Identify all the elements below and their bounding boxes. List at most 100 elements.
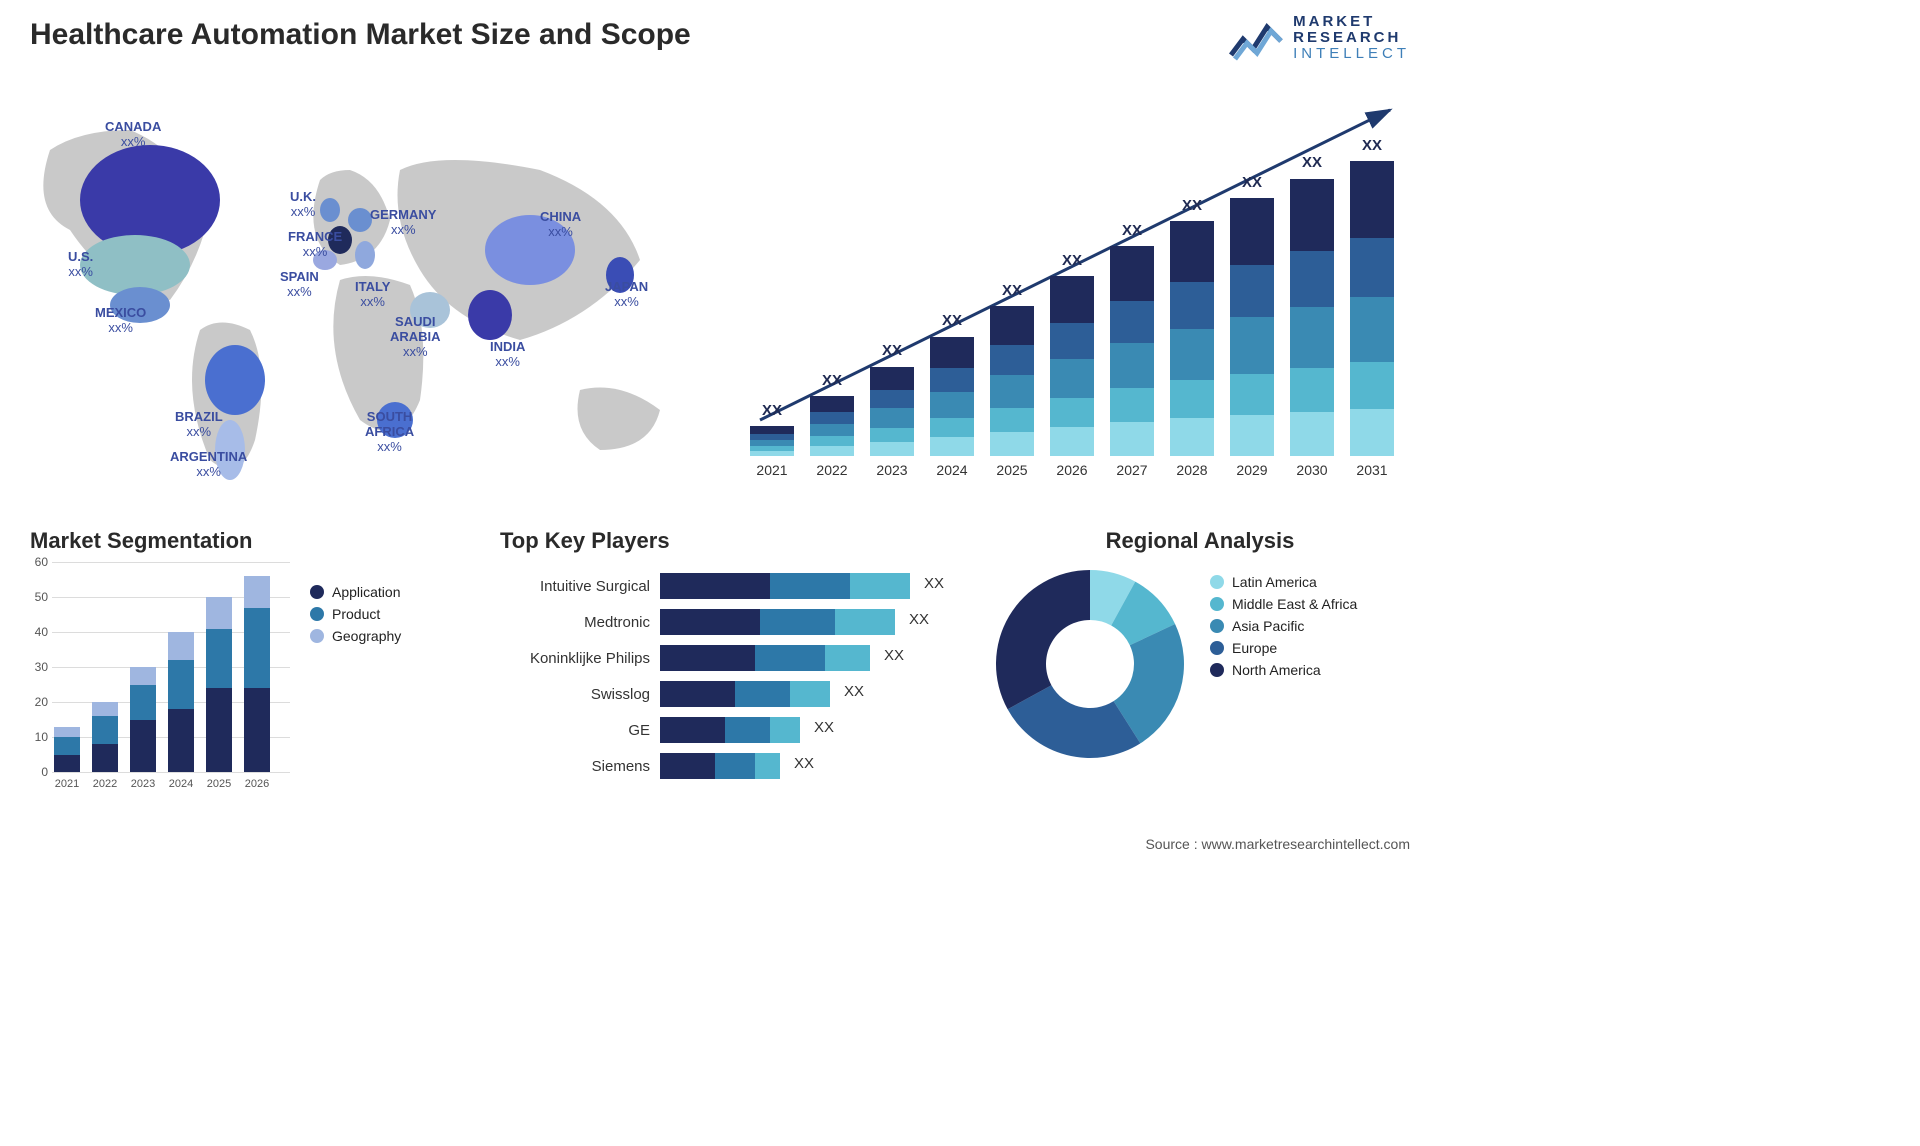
seg-year: 2026 bbox=[237, 778, 277, 790]
key-player-name: GE bbox=[500, 722, 660, 739]
seg-segment bbox=[206, 688, 232, 772]
regional-title: Regional Analysis bbox=[990, 528, 1410, 554]
map-label: U.S.xx% bbox=[68, 250, 93, 280]
main-bar-year: 2023 bbox=[862, 462, 922, 478]
main-bar-column: 2028XX bbox=[1170, 221, 1214, 456]
main-bar-segment bbox=[1230, 374, 1274, 415]
legend-label: Middle East & Africa bbox=[1232, 596, 1357, 612]
key-player-segment bbox=[660, 573, 770, 599]
regional-legend-item: Europe bbox=[1210, 640, 1357, 656]
logo-line2: RESEARCH bbox=[1293, 30, 1410, 46]
main-bar-segment bbox=[990, 408, 1034, 432]
main-bar-column: 2021XX bbox=[750, 426, 794, 456]
legend-label: Application bbox=[332, 584, 401, 600]
main-bar-value: XX bbox=[862, 342, 922, 359]
main-bar-segment bbox=[1110, 422, 1154, 456]
key-player-segment bbox=[660, 681, 735, 707]
seg-ytick: 50 bbox=[30, 590, 48, 604]
map-label: MEXICOxx% bbox=[95, 306, 146, 336]
main-bar-segment bbox=[870, 442, 914, 456]
key-player-segment bbox=[715, 753, 755, 779]
main-bar-year: 2021 bbox=[742, 462, 802, 478]
main-bar-segment bbox=[1350, 238, 1394, 297]
seg-segment bbox=[168, 660, 194, 709]
legend-label: Latin America bbox=[1232, 574, 1317, 590]
main-bar-value: XX bbox=[922, 312, 982, 329]
seg-segment bbox=[244, 576, 270, 608]
main-bar-segment bbox=[1350, 297, 1394, 362]
key-player-bar: XX bbox=[660, 681, 920, 707]
key-player-segment bbox=[835, 609, 895, 635]
main-bar-year: 2028 bbox=[1162, 462, 1222, 478]
regional-legend-item: Asia Pacific bbox=[1210, 618, 1357, 634]
seg-segment bbox=[130, 685, 156, 720]
main-bar-segment bbox=[870, 428, 914, 442]
main-bar-segment bbox=[1230, 198, 1274, 265]
key-player-name: Medtronic bbox=[500, 614, 660, 631]
key-player-segment bbox=[770, 573, 850, 599]
key-player-segment bbox=[725, 717, 770, 743]
key-player-row: Intuitive SurgicalXX bbox=[500, 568, 980, 604]
main-bar-segment bbox=[810, 436, 854, 446]
main-bar-value: XX bbox=[1342, 137, 1402, 154]
legend-label: Asia Pacific bbox=[1232, 618, 1304, 634]
key-player-segment bbox=[660, 717, 725, 743]
map-label: SOUTHAFRICAxx% bbox=[365, 410, 414, 455]
main-bar-segment bbox=[1050, 276, 1094, 323]
seg-segment bbox=[92, 716, 118, 744]
seg-ytick: 10 bbox=[30, 730, 48, 744]
main-bar-segment bbox=[990, 306, 1034, 345]
main-bar-column: 2025XX bbox=[990, 306, 1034, 456]
key-player-row: Koninklijke PhilipsXX bbox=[500, 640, 980, 676]
legend-swatch bbox=[1210, 619, 1224, 633]
map-label: ARGENTINAxx% bbox=[170, 450, 247, 480]
key-player-row: Medtronic XX bbox=[500, 604, 980, 640]
main-bar-year: 2031 bbox=[1342, 462, 1402, 478]
main-bar-year: 2030 bbox=[1282, 462, 1342, 478]
logo-line1: MARKET bbox=[1293, 14, 1410, 30]
main-bar-column: 2024XX bbox=[930, 336, 974, 456]
seg-bar-column: 2023 bbox=[130, 667, 156, 772]
map-label: SPAINxx% bbox=[280, 270, 319, 300]
main-bar-segment bbox=[1110, 343, 1154, 389]
main-bar-value: XX bbox=[742, 402, 802, 419]
key-player-bar: XX bbox=[660, 753, 920, 779]
segmentation-panel: Market Segmentation 01020304050602021202… bbox=[30, 528, 450, 812]
main-bar-segment bbox=[1050, 359, 1094, 399]
main-bar-segment bbox=[990, 432, 1034, 456]
key-player-value: XX bbox=[901, 611, 929, 628]
key-player-segment bbox=[760, 609, 835, 635]
main-bar-segment bbox=[930, 368, 974, 392]
legend-swatch bbox=[310, 607, 324, 621]
seg-segment bbox=[206, 597, 232, 629]
main-bar-year: 2024 bbox=[922, 462, 982, 478]
map-label: INDIAxx% bbox=[490, 340, 525, 370]
regional-legend-item: Latin America bbox=[1210, 574, 1357, 590]
key-player-segment bbox=[790, 681, 830, 707]
key-player-segment bbox=[735, 681, 790, 707]
legend-swatch bbox=[1210, 663, 1224, 677]
seg-year: 2021 bbox=[47, 778, 87, 790]
main-bar-segment bbox=[1110, 301, 1154, 343]
seg-bar-column: 2021 bbox=[54, 727, 80, 773]
main-bar-column: 2023XX bbox=[870, 366, 914, 456]
main-bar-segment bbox=[1290, 251, 1334, 307]
key-players-rows: Intuitive SurgicalXXMedtronicXXKoninklij… bbox=[500, 568, 980, 784]
main-bar-segment bbox=[1170, 418, 1214, 456]
legend-label: Europe bbox=[1232, 640, 1277, 656]
key-player-name: Siemens bbox=[500, 758, 660, 775]
seg-legend-item: Geography bbox=[310, 628, 401, 644]
legend-swatch bbox=[310, 629, 324, 643]
main-bar-segment bbox=[990, 345, 1034, 375]
seg-legend-item: Product bbox=[310, 606, 401, 622]
main-bar-segment bbox=[1230, 317, 1274, 374]
main-bar-value: XX bbox=[1282, 154, 1342, 171]
key-player-name: Koninklijke Philips bbox=[500, 650, 660, 667]
main-bar-column: 2030XX bbox=[1290, 178, 1334, 456]
main-bar-value: XX bbox=[1042, 252, 1102, 269]
main-bar-segment bbox=[1110, 246, 1154, 301]
key-player-segment bbox=[850, 573, 910, 599]
main-bar-segment bbox=[1290, 307, 1334, 368]
segmentation-chart: 0102030405060202120222023202420252026 bbox=[30, 562, 290, 812]
seg-segment bbox=[92, 744, 118, 772]
